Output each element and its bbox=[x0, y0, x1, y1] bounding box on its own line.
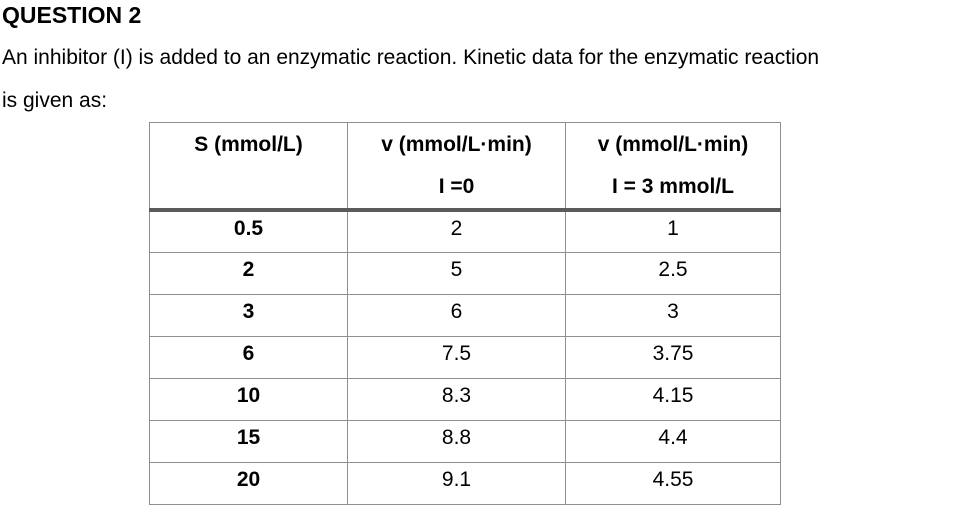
table-row: 15 8.8 4.4 bbox=[149, 419, 781, 463]
header-substrate-label: S (mmol/L) bbox=[194, 133, 303, 156]
header-velocity-with-inhibitor-label: v (mmol/L·min) bbox=[597, 133, 749, 156]
table-row: 10 8.3 4.15 bbox=[149, 377, 781, 421]
substrate-cell: 3 bbox=[149, 293, 348, 337]
header-substrate-column: S (mmol/L) bbox=[149, 122, 348, 212]
question-title: QUESTION 2 bbox=[2, 2, 142, 28]
kinetics-data-table: S (mmol/L) v (mmol/L·min) I =0 v (mmol/L… bbox=[149, 122, 781, 505]
table-row: 2 5 2.5 bbox=[149, 251, 781, 295]
velocity-no-inhibitor-cell: 6 bbox=[347, 293, 566, 337]
table-row: 6 7.5 3.75 bbox=[149, 335, 781, 379]
header-substrate-sublabel bbox=[150, 166, 347, 208]
substrate-cell: 2 bbox=[149, 251, 348, 295]
velocity-no-inhibitor-cell: 8.3 bbox=[347, 377, 566, 421]
header-velocity-no-inhibitor-column: v (mmol/L·min) I =0 bbox=[347, 122, 566, 212]
velocity-with-inhibitor-cell: 1 bbox=[565, 209, 781, 253]
header-velocity-no-inhibitor-sublabel: I =0 bbox=[438, 175, 475, 198]
table-row: 0.5 2 1 bbox=[149, 209, 781, 253]
substrate-cell: 15 bbox=[149, 419, 348, 463]
velocity-no-inhibitor-cell: 7.5 bbox=[347, 335, 566, 379]
table-row: 20 9.1 4.55 bbox=[149, 461, 781, 505]
velocity-with-inhibitor-cell: 3.75 bbox=[565, 335, 781, 379]
header-velocity-with-inhibitor-sublabel: I = 3 mmol/L bbox=[612, 175, 734, 198]
velocity-no-inhibitor-cell: 8.8 bbox=[347, 419, 566, 463]
substrate-cell: 0.5 bbox=[149, 209, 348, 253]
velocity-no-inhibitor-cell: 5 bbox=[347, 251, 566, 295]
velocity-no-inhibitor-cell: 2 bbox=[347, 209, 566, 253]
velocity-no-inhibitor-cell: 9.1 bbox=[347, 461, 566, 505]
kinetics-table-body: 0.5 2 1 2 5 2.5 3 6 3 6 7.5 3.75 10 8.3 4.15 15 8.8 4.4 20… bbox=[149, 209, 781, 505]
table-header-row: S (mmol/L) v (mmol/L·min) I =0 v (mmol/L… bbox=[149, 122, 781, 212]
substrate-cell: 20 bbox=[149, 461, 348, 505]
header-velocity-with-inhibitor-column: v (mmol/L·min) I = 3 mmol/L bbox=[565, 122, 781, 212]
velocity-with-inhibitor-cell: 4.4 bbox=[565, 419, 781, 463]
substrate-cell: 10 bbox=[149, 377, 348, 421]
substrate-cell: 6 bbox=[149, 335, 348, 379]
intro-line-1: An inhibitor (I) is added to an enzymati… bbox=[2, 46, 820, 69]
question-intro: An inhibitor (I) is added to an enzymati… bbox=[2, 36, 819, 122]
velocity-with-inhibitor-cell: 3 bbox=[565, 293, 781, 337]
velocity-with-inhibitor-cell: 4.15 bbox=[565, 377, 781, 421]
header-velocity-no-inhibitor-label: v (mmol/L·min) bbox=[381, 133, 532, 156]
velocity-with-inhibitor-cell: 2.5 bbox=[565, 251, 781, 295]
intro-line-2: is given as: bbox=[2, 89, 108, 112]
velocity-with-inhibitor-cell: 4.55 bbox=[565, 461, 781, 505]
